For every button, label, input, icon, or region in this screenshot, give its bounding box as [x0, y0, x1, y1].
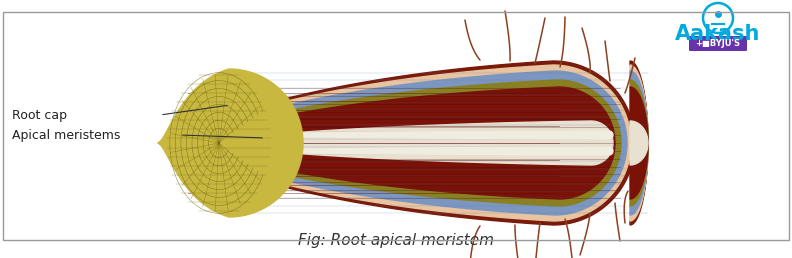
Text: Apical meristems: Apical meristems: [12, 128, 120, 141]
Polygon shape: [630, 87, 648, 199]
Polygon shape: [158, 61, 635, 225]
Polygon shape: [158, 69, 303, 217]
Polygon shape: [162, 65, 631, 221]
Text: Root cap: Root cap: [12, 109, 67, 122]
Polygon shape: [630, 121, 648, 165]
Polygon shape: [630, 65, 648, 221]
Polygon shape: [166, 71, 627, 215]
Text: +■BYJU'S: +■BYJU'S: [695, 38, 741, 47]
Text: Aakash: Aakash: [676, 24, 760, 44]
FancyBboxPatch shape: [689, 36, 747, 51]
Polygon shape: [188, 121, 613, 165]
Polygon shape: [190, 131, 613, 139]
Polygon shape: [190, 147, 613, 155]
Polygon shape: [172, 80, 621, 206]
Polygon shape: [178, 87, 615, 199]
Polygon shape: [630, 71, 648, 215]
Polygon shape: [630, 80, 648, 206]
Text: Fig: Root apical meristem: Fig: Root apical meristem: [298, 233, 494, 248]
Polygon shape: [630, 61, 648, 225]
